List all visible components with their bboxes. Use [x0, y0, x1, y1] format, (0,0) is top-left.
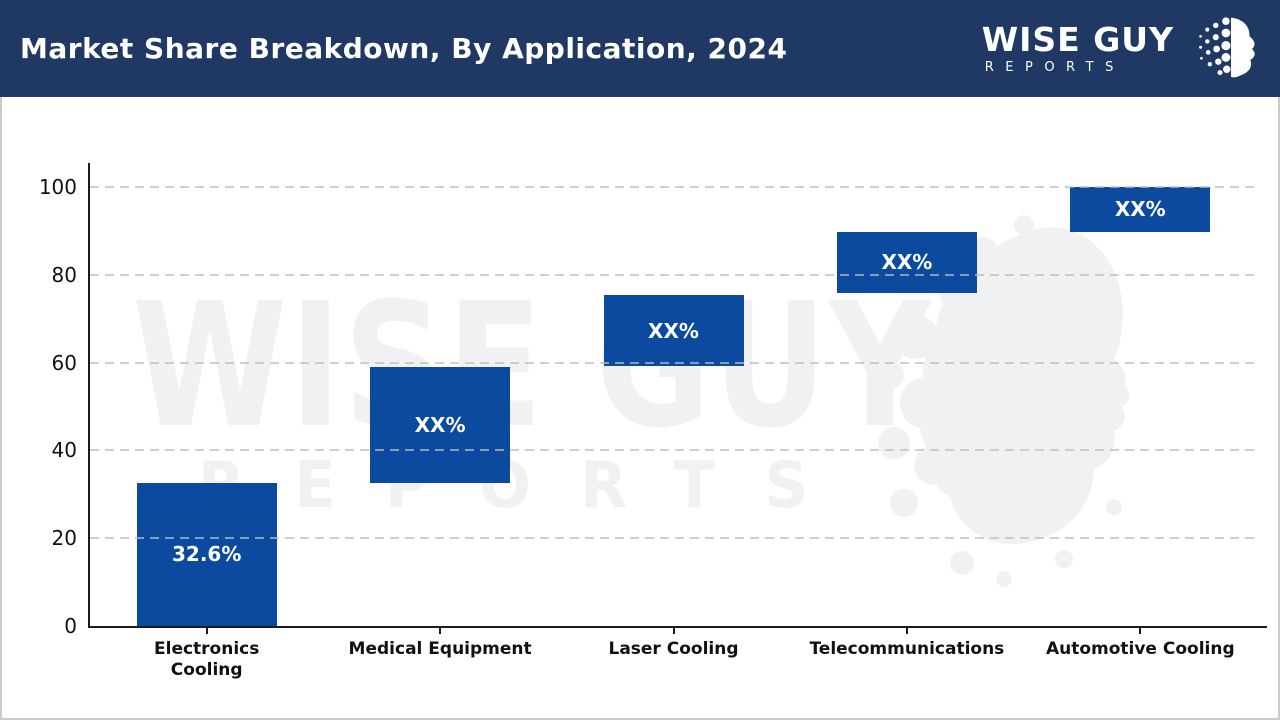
page-title: Market Share Breakdown, By Application, … [20, 32, 788, 65]
gridline [90, 449, 1257, 452]
y-tick-label: 80 [51, 262, 77, 287]
y-tick-label: 20 [51, 526, 77, 551]
x-tick-mark [439, 626, 442, 634]
bar-value-label: 32.6% [171, 542, 242, 567]
bar: XX% [1070, 187, 1211, 232]
x-axis-line [88, 626, 1267, 628]
x-tick-label: Electronics Cooling [154, 639, 260, 680]
brand-logo: WISE GUY REPORTS [982, 8, 1258, 90]
x-tick-mark [905, 626, 908, 634]
bar: XX% [603, 294, 744, 367]
y-tick-label: 0 [64, 614, 77, 638]
brand-logo-text: WISE GUY REPORTS [982, 23, 1174, 74]
x-tick-mark [672, 626, 675, 634]
y-tick-label: 40 [51, 438, 77, 463]
dotted-face-logo-icon [1199, 16, 1255, 77]
bar-value-label: XX% [881, 250, 933, 275]
x-tick-label: Telecommunications [809, 639, 1005, 659]
brand-name: WISE GUY [981, 20, 1174, 59]
x-tick-mark [1139, 626, 1142, 634]
bar: XX% [370, 366, 511, 483]
y-tick-label: 60 [51, 350, 77, 375]
bar-value-label: XX% [1114, 197, 1166, 222]
bar-value-label: XX% [414, 412, 466, 437]
watermark-text-wiseguy: WISE GUY [132, 265, 933, 466]
x-tick-mark [205, 626, 208, 634]
y-axis-line [88, 163, 90, 628]
header-bar: Market Share Breakdown, By Application, … [0, 0, 1280, 97]
x-tick-label: Medical Equipment [348, 639, 532, 659]
x-tick-label: Laser Cooling [608, 639, 739, 659]
gridline [90, 361, 1257, 364]
watermark-text-reports: REPORTS [198, 449, 858, 523]
bar-value-label: XX% [648, 318, 699, 343]
x-tick-label: Automotive Cooling [1045, 639, 1235, 659]
y-tick-label: 100 [38, 175, 77, 199]
bar: XX% [836, 231, 977, 293]
bar: 32.6% [136, 482, 277, 626]
gridline [90, 186, 1257, 188]
brand-subname: REPORTS [984, 60, 1125, 75]
gridline [90, 273, 1257, 276]
chart-canvas: WISE GUY REPORTS 0 20 40 60 80 100 32.6% Electr… [0, 97, 1280, 720]
gridline [90, 537, 1257, 540]
